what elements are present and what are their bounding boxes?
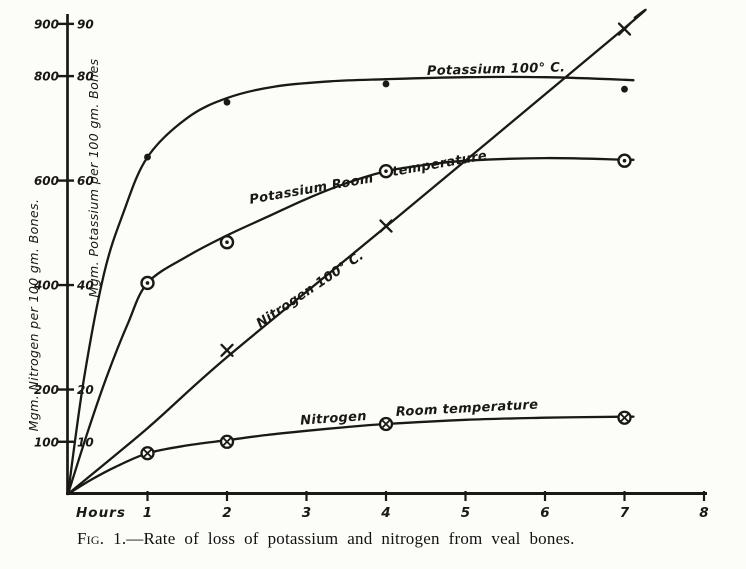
- data-point-nitrogen-100: [379, 219, 393, 233]
- x-tick-label: 1: [143, 505, 152, 521]
- y-tick-label-nitrogen: 400: [33, 279, 59, 293]
- x-tick-label: 6: [540, 505, 549, 521]
- y-tick-label-nitrogen: 600: [34, 174, 59, 188]
- x-tick-label: 8: [699, 505, 708, 521]
- curve-nitrogen-room: [66, 415, 635, 496]
- data-point-x-nitrogen-room: [620, 413, 629, 423]
- x-tick-label: 3: [302, 505, 311, 521]
- data-point-x-nitrogen-room: [222, 437, 232, 447]
- curve-label-nitrogen-100: Nitrogen 100° C.: [254, 248, 367, 331]
- data-point-potassium-100: [144, 153, 151, 161]
- x-axis-title: Hours: [76, 505, 126, 521]
- y-tick-label-nitrogen: 800: [34, 70, 59, 84]
- data-point-potassium-100: [223, 98, 231, 106]
- data-point-x-nitrogen-room: [381, 419, 391, 429]
- data-point-nitrogen-100: [617, 22, 632, 36]
- data-point-nitrogen-100: [220, 343, 234, 358]
- curve-label-potassium-100: Potassium 100° C.: [427, 60, 566, 79]
- data-point-potassium-100: [382, 80, 390, 88]
- curve-potassium-room: [66, 156, 635, 496]
- axis-title-potassium: Mgm. Potassium per 100 gm. Bones: [86, 58, 101, 297]
- data-point-center-potassium-room: [384, 169, 388, 173]
- figure-caption: Fig. 1.—Rate of loss of potassium and ni…: [77, 529, 717, 549]
- y-tick-label-potassium: 20: [77, 383, 94, 397]
- curve-label-nitrogen-room-2: Room temperature: [395, 398, 538, 420]
- curve-label-potassium-room-2: temperature: [391, 149, 488, 180]
- y-tick-label-potassium: 40: [76, 279, 94, 293]
- y-tick-label-potassium: 80: [77, 70, 94, 84]
- curve-potassium-100: [66, 75, 635, 496]
- data-point-x-nitrogen-room: [143, 448, 152, 458]
- y-tick-label-nitrogen: 100: [34, 435, 59, 449]
- data-point-center-potassium-room: [145, 281, 150, 285]
- y-tick-label-nitrogen: 900: [34, 17, 59, 31]
- data-point-center-potassium-room: [225, 240, 229, 245]
- data-point-center-potassium-room: [622, 158, 627, 163]
- x-tick-label: 2: [222, 505, 231, 521]
- x-tick-label: 7: [620, 505, 630, 521]
- y-tick-label-nitrogen: 200: [34, 383, 59, 397]
- curve-label-potassium-room: Potassium Room: [248, 171, 374, 208]
- y-tick-label-potassium: 90: [77, 17, 94, 31]
- axis-title-nitrogen: Mgm. Nitrogen per 100 gm. Bones.: [26, 199, 41, 432]
- data-point-potassium-100: [621, 85, 628, 93]
- x-tick-label: 5: [461, 505, 470, 521]
- y-tick-label-potassium: 60: [77, 174, 94, 188]
- caption-text: —Rate of loss of potassium and nitrogen …: [126, 529, 575, 548]
- curve-label-nitrogen-room: Nitrogen: [300, 409, 368, 429]
- caption-fig-label: Fig. 1.: [77, 529, 127, 548]
- x-tick-label: 4: [380, 505, 390, 521]
